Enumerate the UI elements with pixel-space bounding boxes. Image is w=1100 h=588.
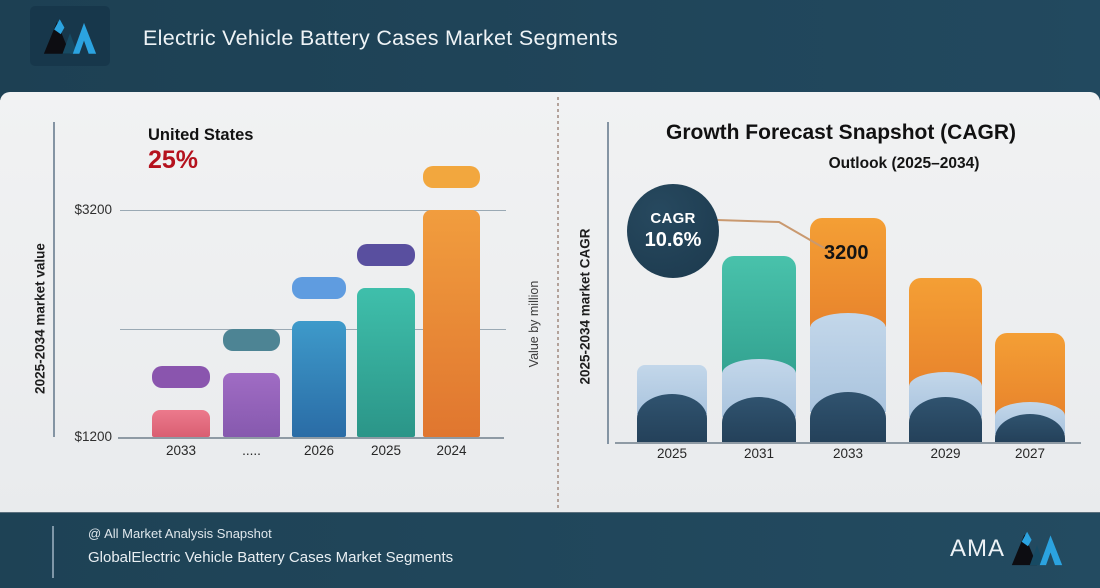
footer-brand-text: AMA [950, 535, 1006, 562]
cagr-badge: CAGR 10.6% [627, 184, 719, 278]
footer-caption: GlobalElectric Vehicle Battery Cases Mar… [88, 549, 454, 566]
left-y-axis-label: 2025-2034 market value [32, 243, 48, 394]
footer-divider-line [52, 526, 54, 578]
right-y-axis-label: 2025-2034 market CAGR [577, 228, 593, 385]
right-chart-title: Growth Forecast Snapshot (CAGR) [665, 121, 1017, 144]
footer: @ All Market Analysis Snapshot GlobalEle… [0, 513, 1100, 588]
footer-credit: @ All Market Analysis Snapshot [88, 526, 272, 541]
left-chart-title: United States [148, 126, 254, 144]
header-logo-chip [30, 6, 110, 66]
right-chart-subtitle: Outlook (2025–2034) [828, 155, 980, 172]
cagr-badge-label: CAGR [650, 210, 696, 227]
ama-logo-icon [43, 19, 97, 54]
panel-divider [557, 97, 559, 511]
right-y-axis [607, 122, 609, 444]
value-by-million-label: Value by million [527, 280, 541, 368]
left-y-axis [53, 122, 55, 437]
footer-logo [1010, 527, 1064, 574]
header: Electric Vehicle Battery Cases Market Se… [0, 0, 1100, 100]
page-title: Electric Vehicle Battery Cases Market Se… [143, 26, 619, 50]
cagr-badge-value: 10.6% [644, 229, 702, 251]
connector-line [716, 219, 825, 249]
ama-logo-icon [1011, 531, 1063, 566]
left-chart-highlight: 25% [148, 146, 199, 174]
